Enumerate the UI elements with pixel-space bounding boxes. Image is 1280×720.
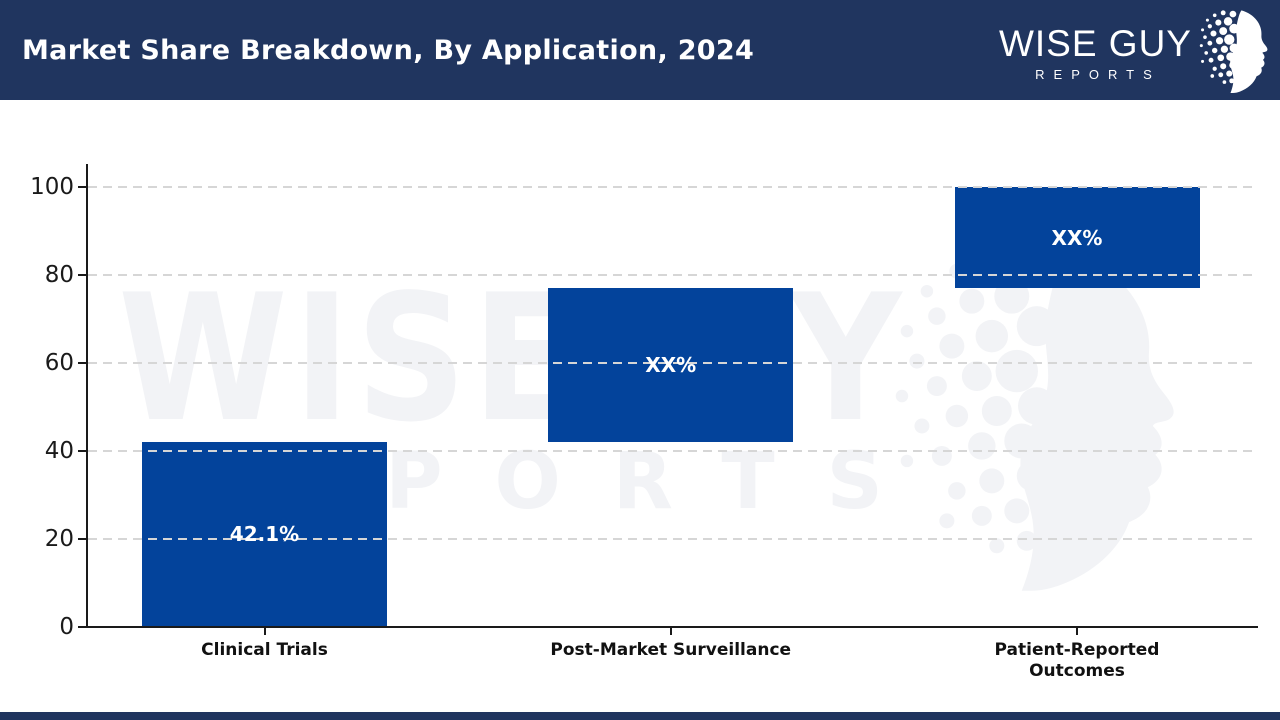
- bar-1: [142, 441, 387, 627]
- y-tick-label-40: 40: [44, 438, 74, 464]
- watermark-text-y: Y: [790, 258, 907, 461]
- x-axis-spine: [86, 626, 1258, 628]
- chart-title: Market Share Breakdown, By Application, …: [22, 34, 755, 66]
- y-tick-60: [78, 362, 86, 364]
- y-tick-40: [78, 450, 86, 452]
- bar-value-label-1: 42.1%: [229, 522, 300, 547]
- gridline-100: [88, 186, 1258, 188]
- y-tick-label-20: 20: [44, 526, 74, 552]
- y-tick-label-100: 100: [30, 174, 74, 200]
- x-category-label-2: Post-Market Surveillance: [550, 640, 792, 660]
- bar-3: [954, 187, 1200, 289]
- header-bar: Market Share Breakdown, By Application, …: [0, 0, 1280, 100]
- logo-face-icon: [1199, 9, 1268, 93]
- bar-value-label-3: XX%: [1051, 225, 1103, 250]
- gridline-40: [88, 450, 1258, 452]
- x-tick-3: [1076, 628, 1078, 635]
- gridline-20: [88, 538, 1258, 540]
- logo-brand-text: WISE GUY: [998, 22, 1192, 64]
- gridline-80: [88, 274, 1258, 276]
- footer-bar: [0, 712, 1280, 720]
- y-tick-label-80: 80: [44, 262, 74, 288]
- logo-text-block: WISE GUY REPORTS: [999, 25, 1192, 82]
- bar-value-label-2: XX%: [645, 352, 697, 377]
- y-tick-100: [78, 186, 86, 188]
- x-category-label-1: Clinical Trials: [201, 640, 328, 660]
- x-tick-1: [263, 628, 266, 635]
- gridline-60: [88, 362, 1258, 364]
- x-tick-2: [669, 628, 672, 635]
- y-tick-label-0: 0: [59, 614, 74, 640]
- logo-subbrand-text: REPORTS: [1035, 66, 1161, 82]
- y-tick-20: [78, 538, 86, 540]
- y-tick-0: [78, 626, 86, 628]
- x-category-label-3: Patient-Reported Outcomes: [994, 640, 1160, 681]
- bar-2: [548, 288, 794, 442]
- y-tick-80: [78, 274, 86, 276]
- y-tick-label-60: 60: [44, 350, 74, 376]
- brand-logo: WISE GUY REPORTS: [999, 8, 1270, 93]
- y-axis-spine: [86, 164, 88, 628]
